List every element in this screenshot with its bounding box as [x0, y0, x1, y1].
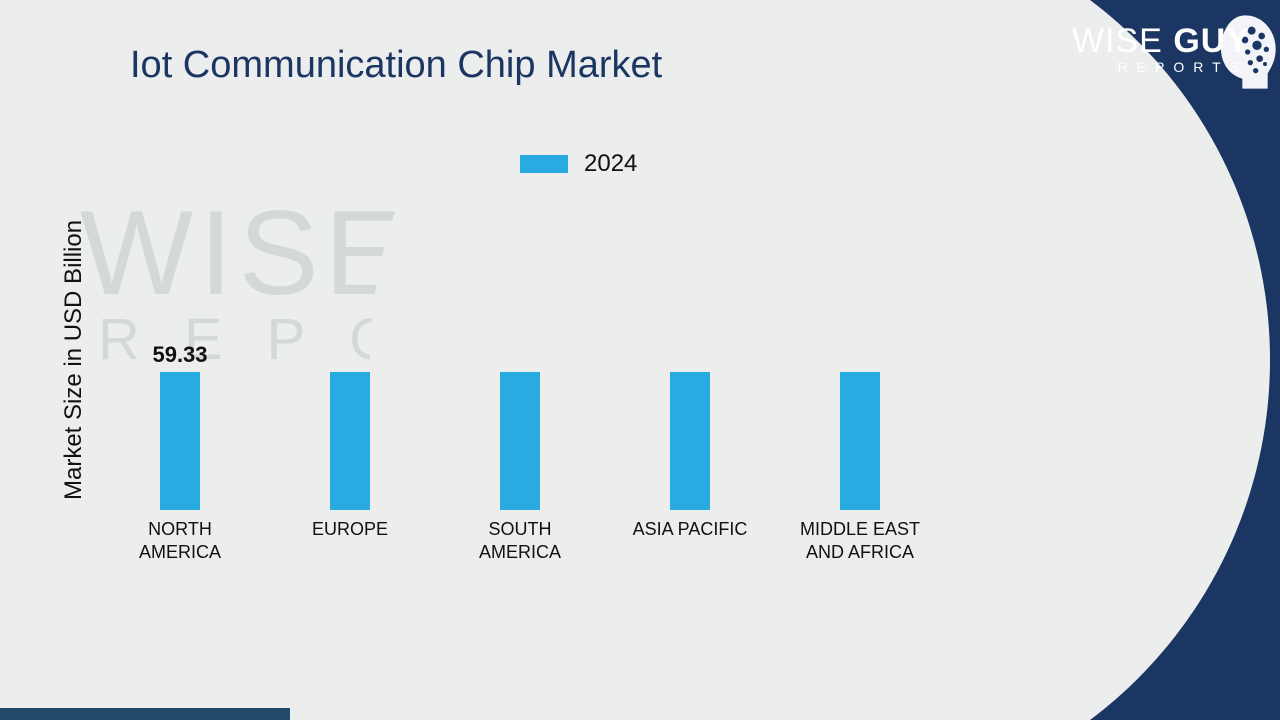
x-axis-label: NORTH AMERICA — [110, 518, 250, 563]
bar-group — [670, 372, 710, 510]
x-axis-label: ASIA PACIFIC — [620, 518, 760, 541]
bottom-accent-bar — [0, 708, 290, 720]
chart-title: Iot Communication Chip Market — [130, 44, 662, 87]
bar-group — [330, 372, 370, 510]
legend-swatch — [520, 155, 568, 173]
x-axis-label: MIDDLE EAST AND AFRICA — [790, 518, 930, 563]
brand-subword: REPORTS — [1072, 59, 1250, 75]
brand-word-2: GUY — [1173, 22, 1250, 60]
bar — [840, 372, 880, 510]
x-axis-label: EUROPE — [280, 518, 420, 541]
y-axis-label: Market Size in USD Billion — [60, 220, 88, 500]
x-axis-label: SOUTH AMERICA — [450, 518, 590, 563]
bar-group: 59.33 — [160, 372, 200, 510]
bar — [500, 372, 540, 510]
chart-canvas: WISE GUY REPORTS WISE GUY REPORTS Iot Co… — [0, 0, 1280, 720]
bar-group — [500, 372, 540, 510]
bar-group — [840, 372, 880, 510]
bar-value-label: 59.33 — [152, 342, 207, 368]
bar — [330, 372, 370, 510]
legend: 2024 — [520, 150, 637, 178]
bar — [160, 372, 200, 510]
plot-area: 59.33 — [110, 160, 970, 510]
brand-word-1: WISE — [1072, 22, 1163, 60]
brand-panel — [960, 0, 1280, 720]
legend-label: 2024 — [584, 150, 637, 178]
bar — [670, 372, 710, 510]
brand-logo: WISE GUY REPORTS — [1072, 22, 1250, 75]
